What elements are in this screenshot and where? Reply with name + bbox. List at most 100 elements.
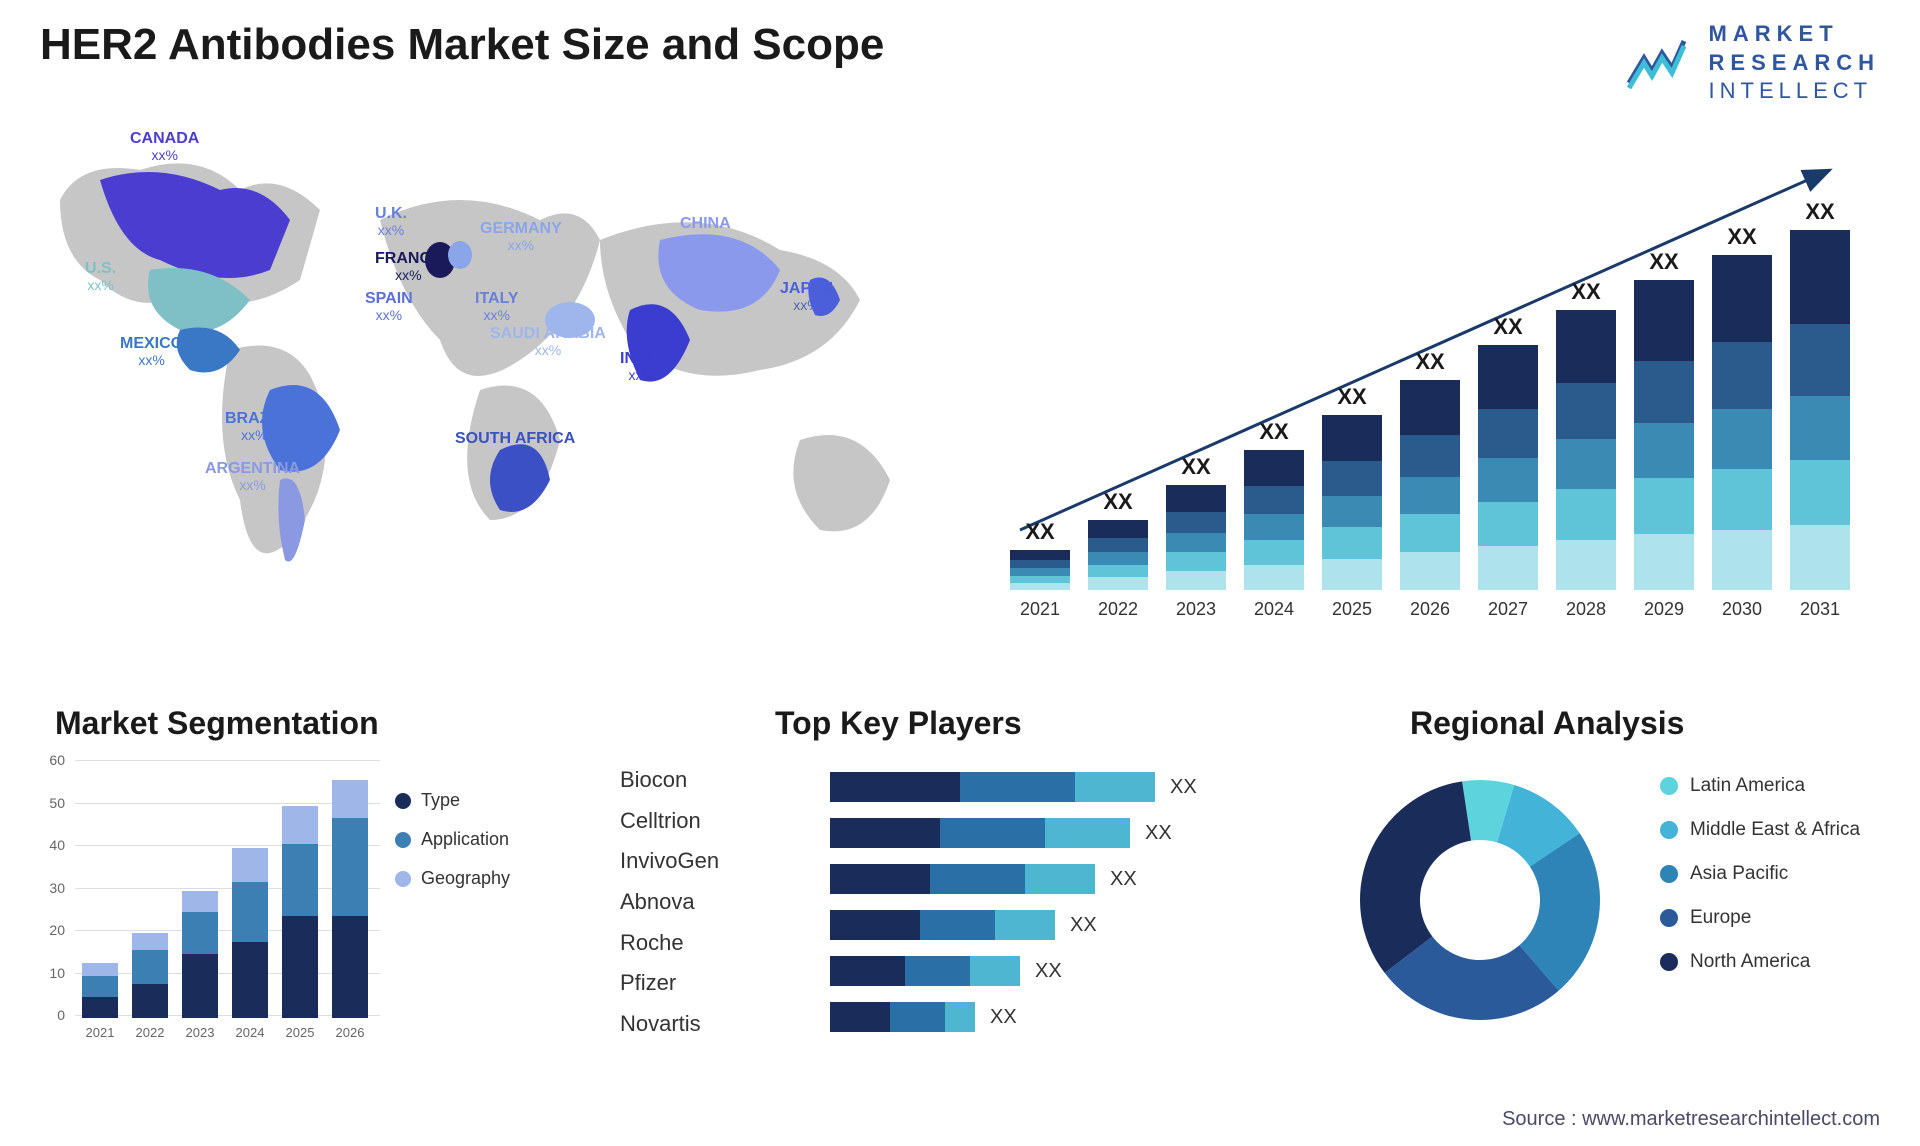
players-list: BioconCelltrionInvivoGenAbnovaRochePfize… [620, 760, 719, 1045]
growth-value-label: XX [1400, 349, 1460, 375]
seg-year-label: 2024 [232, 1025, 268, 1040]
map-label: BRAZILxx% [225, 410, 284, 443]
seg-ytick: 50 [45, 795, 65, 811]
map-label: ITALYxx% [475, 290, 519, 323]
growth-year-label: 2025 [1322, 599, 1382, 620]
player-name: Celltrion [620, 801, 719, 842]
donut-slice [1360, 781, 1471, 973]
seg-ytick: 0 [45, 1007, 65, 1023]
map-label: INDIAxx% [620, 350, 664, 383]
growth-year-label: 2022 [1088, 599, 1148, 620]
growth-year-label: 2026 [1400, 599, 1460, 620]
growth-value-label: XX [1010, 519, 1070, 545]
growth-year-label: 2023 [1166, 599, 1226, 620]
growth-value-label: XX [1166, 454, 1226, 480]
seg-year-label: 2023 [182, 1025, 218, 1040]
donut-legend-item: Asia Pacific [1660, 863, 1860, 885]
growth-year-label: 2031 [1790, 599, 1850, 620]
segmentation-legend: TypeApplicationGeography [395, 790, 510, 907]
seg-ytick: 60 [45, 752, 65, 768]
growth-value-label: XX [1790, 199, 1850, 225]
growth-bar [1322, 415, 1382, 590]
growth-value-label: XX [1712, 224, 1772, 250]
growth-value-label: XX [1556, 279, 1616, 305]
seg-ytick: 10 [45, 965, 65, 981]
seg-bar [282, 806, 318, 1019]
map-label: MEXICOxx% [120, 335, 183, 368]
map-label: CHINAxx% [680, 215, 731, 248]
seg-legend-item: Application [395, 829, 510, 850]
growth-value-label: XX [1088, 489, 1148, 515]
page-title: HER2 Antibodies Market Size and Scope [40, 20, 884, 70]
kp-row: XX [830, 770, 1250, 804]
growth-bar [1088, 520, 1148, 590]
map-label: ARGENTINAxx% [205, 460, 300, 493]
regional-donut [1340, 760, 1620, 1040]
growth-value-label: XX [1322, 384, 1382, 410]
seg-year-label: 2025 [282, 1025, 318, 1040]
seg-bar [332, 780, 368, 1018]
growth-year-label: 2021 [1010, 599, 1070, 620]
seg-ytick: 40 [45, 837, 65, 853]
segmentation-chart: 0102030405060 202120222023202420252026 [50, 760, 380, 1040]
growth-bar [1712, 255, 1772, 590]
kp-row: XX [830, 862, 1250, 896]
map-label: SOUTH AFRICAxx% [455, 430, 575, 463]
donut-legend-item: Latin America [1660, 775, 1860, 797]
logo-icon [1624, 33, 1694, 93]
growth-value-label: XX [1634, 249, 1694, 275]
kp-row: XX [830, 816, 1250, 850]
map-label: U.K.xx% [375, 205, 407, 238]
kp-row: XX [830, 954, 1250, 988]
growth-year-label: 2028 [1556, 599, 1616, 620]
seg-legend-item: Type [395, 790, 510, 811]
seg-ytick: 30 [45, 880, 65, 896]
donut-legend-item: North America [1660, 951, 1860, 973]
regional-legend: Latin America Middle East & Africa Asia Pa… [1660, 775, 1860, 995]
regional-title: Regional Analysis [1410, 705, 1684, 742]
key-players-title: Top Key Players [775, 705, 1022, 742]
growth-value-label: XX [1244, 419, 1304, 445]
player-name: Roche [620, 923, 719, 964]
map-label: SPAINxx% [365, 290, 413, 323]
growth-bar [1478, 345, 1538, 590]
growth-bar-chart: 2021 XX 2022 XX 2023 XX 2024 XX 2025 XX 2026 XX 2027… [1000, 150, 1860, 620]
donut-legend-item: Europe [1660, 907, 1860, 929]
seg-bar [132, 933, 168, 1018]
map-label: FRANCExx% [375, 250, 442, 283]
growth-bar [1634, 280, 1694, 590]
growth-bar [1556, 310, 1616, 590]
seg-bar [232, 848, 268, 1018]
map-label: GERMANYxx% [480, 220, 562, 253]
key-players-bars: XX XX XX XX XX XX [830, 770, 1250, 1046]
growth-bar [1400, 380, 1460, 590]
map-label: SAUDI ARABIAxx% [490, 325, 606, 358]
brand-logo: MARKET RESEARCH INTELLECT [1624, 20, 1880, 106]
seg-year-label: 2021 [82, 1025, 118, 1040]
kp-row: XX [830, 908, 1250, 942]
player-name: InvivoGen [620, 841, 719, 882]
growth-year-label: 2024 [1244, 599, 1304, 620]
growth-bar [1166, 485, 1226, 590]
map-label: CANADAxx% [130, 130, 199, 163]
map-label: JAPANxx% [780, 280, 833, 313]
segmentation-title: Market Segmentation [55, 705, 379, 742]
source-text: Source : www.marketresearchintellect.com [1502, 1108, 1880, 1131]
seg-year-label: 2026 [332, 1025, 368, 1040]
growth-bar [1790, 230, 1850, 590]
growth-bar [1010, 550, 1070, 590]
world-map: CANADAxx%U.S.xx%MEXICOxx%BRAZILxx%ARGENT… [40, 120, 940, 640]
player-name: Biocon [620, 760, 719, 801]
seg-year-label: 2022 [132, 1025, 168, 1040]
growth-year-label: 2029 [1634, 599, 1694, 620]
growth-year-label: 2027 [1478, 599, 1538, 620]
kp-row: XX [830, 1000, 1250, 1034]
seg-bar [182, 891, 218, 1019]
seg-ytick: 20 [45, 922, 65, 938]
seg-bar [82, 963, 118, 1018]
growth-bar [1244, 450, 1304, 590]
growth-value-label: XX [1478, 314, 1538, 340]
player-name: Abnova [620, 882, 719, 923]
donut-legend-item: Middle East & Africa [1660, 819, 1860, 841]
logo-text: MARKET RESEARCH INTELLECT [1709, 20, 1880, 106]
